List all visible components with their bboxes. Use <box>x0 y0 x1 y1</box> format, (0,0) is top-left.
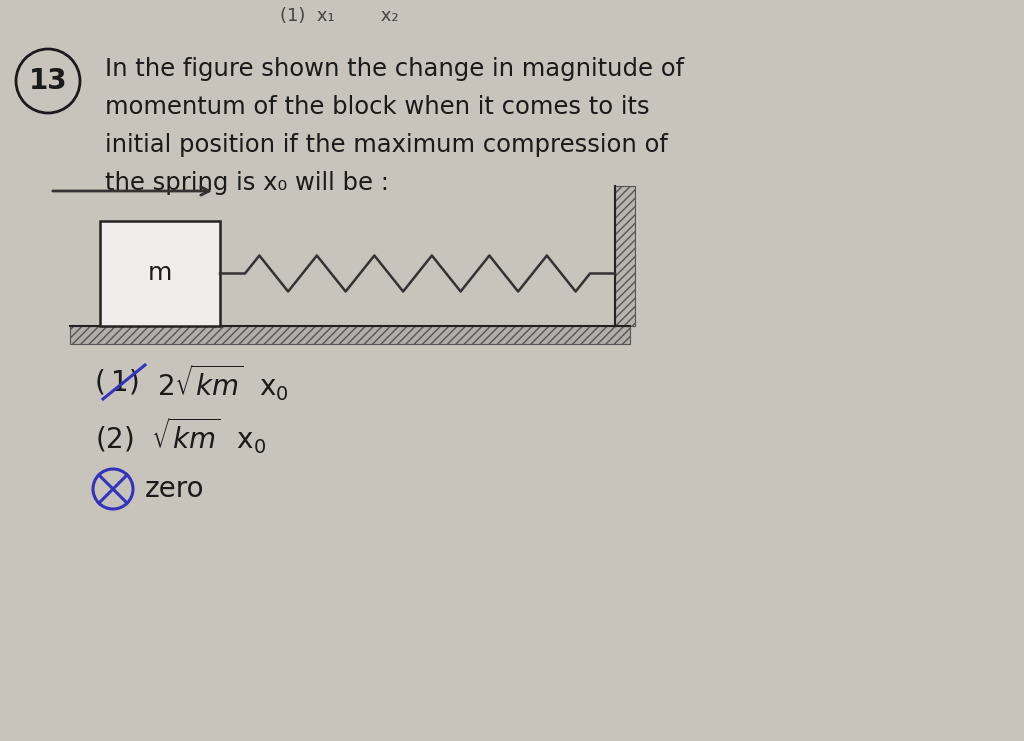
Bar <box>70 326 630 344</box>
Text: In the figure shown the change in magnitude of: In the figure shown the change in magnit… <box>105 57 684 81</box>
Text: m: m <box>147 262 172 285</box>
Text: initial position if the maximum compression of: initial position if the maximum compress… <box>105 133 668 157</box>
Bar <box>100 221 220 326</box>
Text: (1)  x₁        x₂: (1) x₁ x₂ <box>280 7 398 25</box>
Text: the spring is x₀ will be :: the spring is x₀ will be : <box>105 171 389 195</box>
Text: (: ( <box>95 369 105 397</box>
Text: 2$\sqrt{km}$  x$_0$: 2$\sqrt{km}$ x$_0$ <box>157 363 289 403</box>
Text: 13: 13 <box>29 67 68 95</box>
Text: momentum of the block when it comes to its: momentum of the block when it comes to i… <box>105 95 649 119</box>
Text: zero: zero <box>145 475 205 503</box>
Text: ): ) <box>129 369 139 397</box>
Text: (2)  $\sqrt{km}$  x$_0$: (2) $\sqrt{km}$ x$_0$ <box>95 416 266 456</box>
Bar <box>615 186 635 326</box>
Text: 1: 1 <box>111 369 129 397</box>
